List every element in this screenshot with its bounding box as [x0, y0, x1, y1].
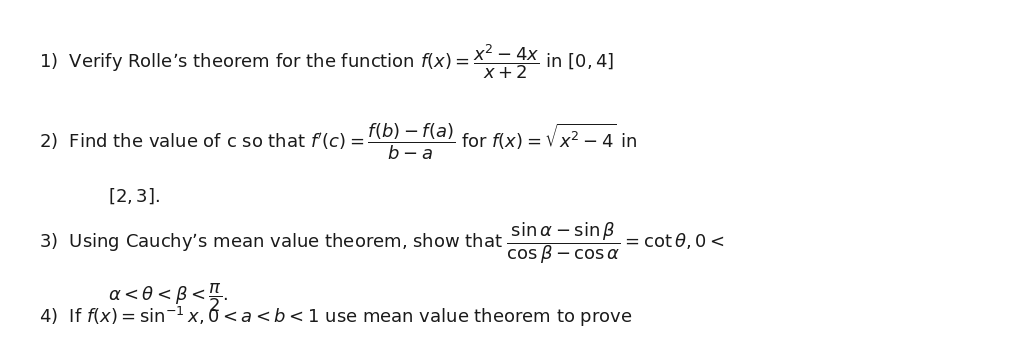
Text: 2)  Find the value of c so that $f'(c) = \dfrac{f(b)-f(a)}{b-a}$ for $f(x) = \sq: 2) Find the value of c so that $f'(c) = …: [39, 121, 637, 162]
Text: $\alpha < \theta < \beta < \dfrac{\pi}{2}.$: $\alpha < \theta < \beta < \dfrac{\pi}{2…: [108, 282, 227, 314]
Text: 3)  Using Cauchy’s mean value theorem, show that $\dfrac{\sin\alpha-\sin\beta}{\: 3) Using Cauchy’s mean value theorem, sh…: [39, 220, 724, 266]
Text: 1)  Verify Rolle’s theorem for the function $f(x) = \dfrac{x^2-4x}{x+2}$ in $[0,: 1) Verify Rolle’s theorem for the functi…: [39, 42, 614, 81]
Text: 4)  If $f(x) = \sin^{-1}x, 0 < a < b < 1$ use mean value theorem to prove: 4) If $f(x) = \sin^{-1}x, 0 < a < b < 1$…: [39, 304, 633, 328]
Text: $[2,3].$: $[2,3].$: [108, 187, 160, 206]
